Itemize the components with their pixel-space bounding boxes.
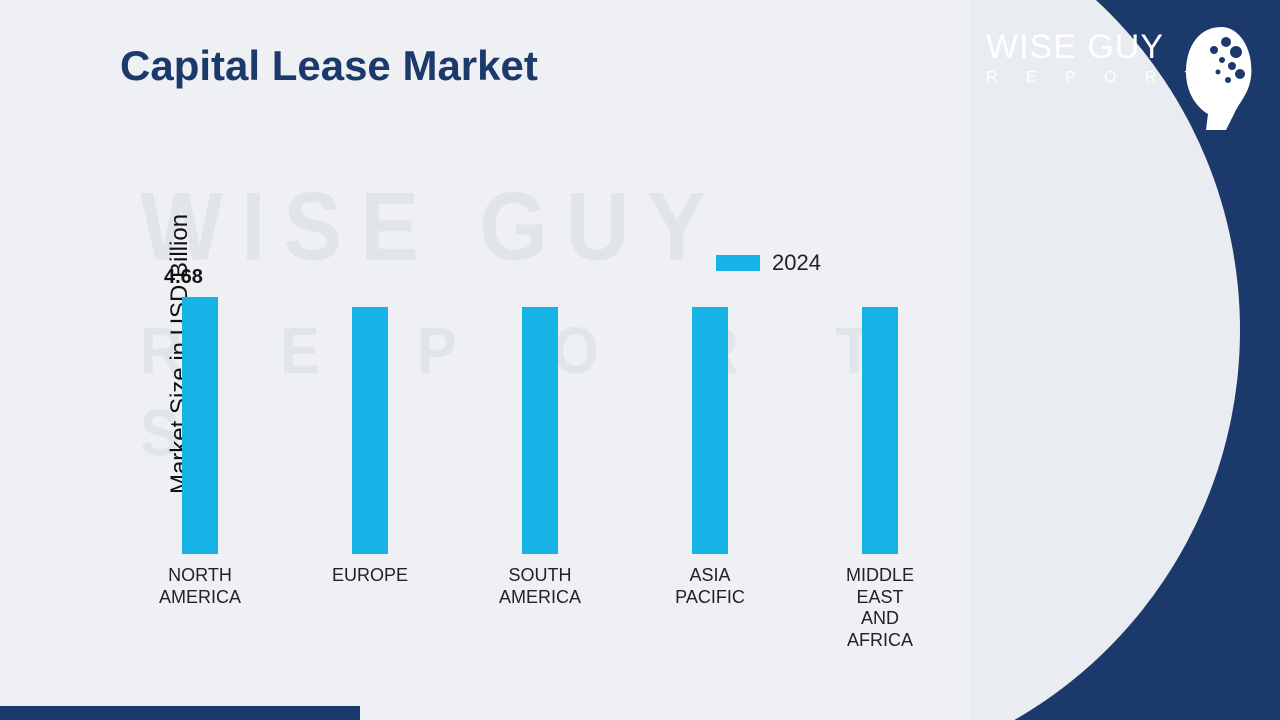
x-axis-label: EUROPE [305, 565, 435, 587]
brand-logo: WISE GUY R E P O R T S [986, 28, 1246, 118]
chart-title: Capital Lease Market [120, 42, 538, 90]
bottom-accent-strip [0, 706, 360, 720]
legend-label: 2024 [772, 250, 821, 276]
bar [862, 307, 898, 555]
bar-value-label: 4.68 [164, 266, 203, 289]
x-axis-label: SOUTHAMERICA [475, 565, 605, 608]
x-axis-label: NORTHAMERICA [135, 565, 265, 608]
logo-head-icon [1166, 22, 1256, 132]
legend-swatch [716, 255, 760, 271]
x-axis-label: ASIAPACIFIC [645, 565, 775, 608]
chart-legend: 2024 [716, 250, 821, 276]
x-axis-label: MIDDLEEASTANDAFRICA [815, 565, 945, 651]
page-root: WISE GUY R E P O R T S Capital Lease Mar… [0, 0, 1280, 720]
bar [522, 307, 558, 555]
chart-area: 2024 4.68 NORTHAMERICA EUROPE SOUTHAMERICA… [100, 150, 940, 650]
bar [692, 307, 728, 555]
chart-plot: 4.68 [120, 280, 920, 555]
bar [352, 307, 388, 555]
bar [182, 297, 218, 554]
